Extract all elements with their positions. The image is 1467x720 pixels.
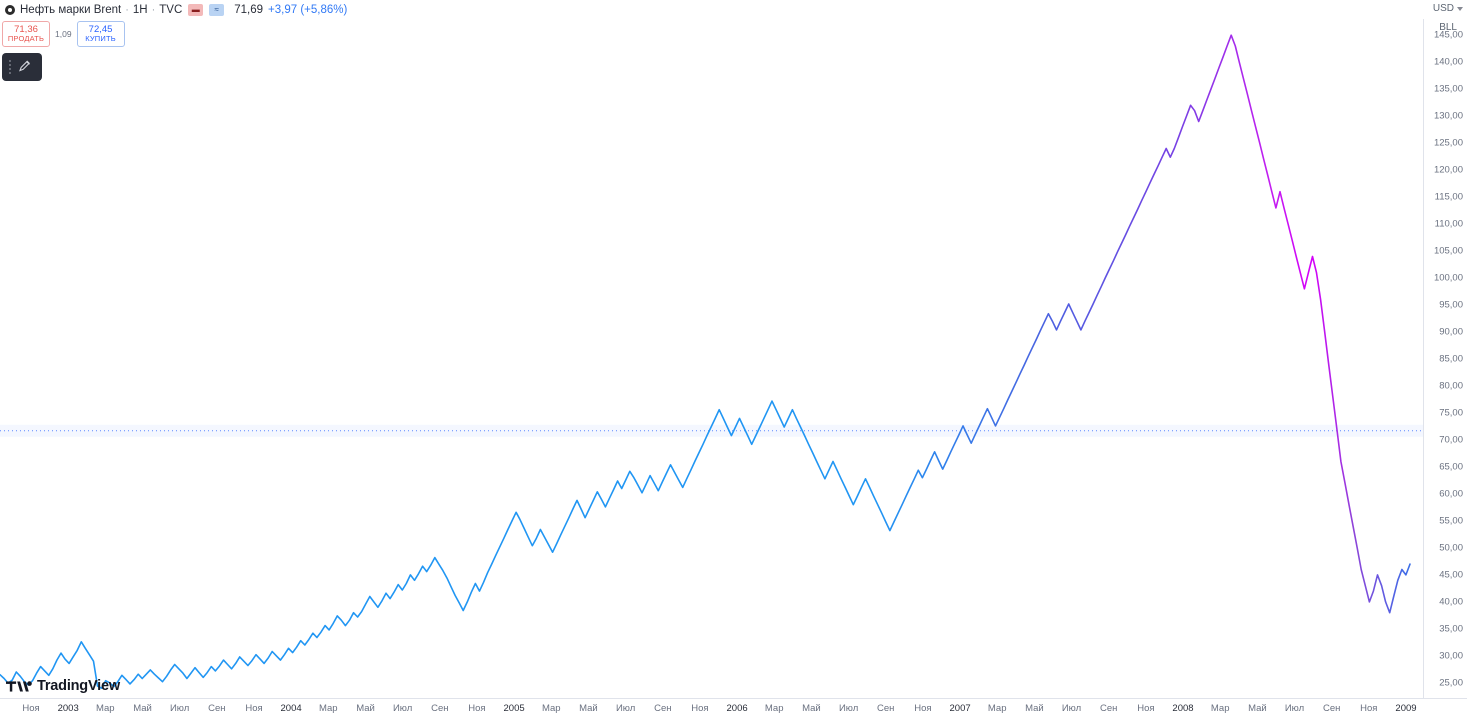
chart-plot-area[interactable] <box>0 19 1424 699</box>
buy-button[interactable]: 72,45 КУПИТЬ <box>76 21 125 47</box>
price-tick-label: 135,00 <box>1433 83 1463 95</box>
tradingview-logo: TradingView <box>6 678 120 694</box>
timeframe-label[interactable]: 1H <box>132 3 148 16</box>
header-separator-2: · <box>151 3 156 16</box>
time-tick-month-label: Май <box>356 703 375 714</box>
bar-style-icon[interactable]: ▬ <box>188 3 204 16</box>
time-tick-month-label: Ноя <box>914 703 932 714</box>
price-tick-label: 95,00 <box>1439 299 1463 311</box>
time-tick-month-label: Май <box>133 703 152 714</box>
drag-handle-icon[interactable] <box>5 60 15 74</box>
time-tick-month-label: Июл <box>392 703 413 714</box>
sell-label: ПРОДАТЬ <box>7 34 45 44</box>
time-tick-year-label: 2008 <box>1172 703 1194 714</box>
time-tick-month-label: Сен <box>1322 703 1341 714</box>
time-scale-axis[interactable]: Ноя 2003 Мар Май Июл Сен Ноя 2004 Мар Май Июл Сен Но… <box>0 698 1467 720</box>
price-tick-label: 140,00 <box>1433 56 1463 68</box>
price-series-line <box>0 34 1411 689</box>
buy-price: 72,45 <box>88 24 113 36</box>
price-change-value: +3,97 (+5,86%) <box>268 3 348 16</box>
exchange-label[interactable]: TVC <box>159 3 183 16</box>
price-tick-label: 90,00 <box>1439 326 1463 338</box>
symbol-logo-icon <box>5 4 15 15</box>
time-tick-year-label: 2005 <box>503 703 525 714</box>
currency-label[interactable]: USD <box>1432 3 1454 14</box>
symbol-name[interactable]: Нефть марки Brent <box>20 3 122 16</box>
price-tick-label: 25,00 <box>1439 677 1463 689</box>
price-tick-label: 100,00 <box>1433 272 1463 284</box>
time-tick-month-label: Сен <box>208 703 226 714</box>
buy-label: КУПИТЬ <box>85 34 116 44</box>
time-tick-month-label: Мар <box>96 703 115 714</box>
price-tick-label: 70,00 <box>1439 434 1463 446</box>
price-tick-label: 80,00 <box>1439 380 1463 392</box>
last-price-value: 71,69 <box>234 3 264 16</box>
price-tick-label: 120,00 <box>1433 164 1463 176</box>
price-tick-label: 65,00 <box>1439 461 1463 473</box>
price-tick-label: 55,00 <box>1439 515 1463 527</box>
time-tick-month-label: Июл <box>169 703 190 714</box>
time-tick-month-label: Май <box>579 703 598 714</box>
time-tick-year-label: 2003 <box>57 703 79 714</box>
unit-label: BLL <box>1439 22 1457 33</box>
sell-price: 71,36 <box>14 24 38 36</box>
time-tick-month-label: Июл <box>1061 703 1082 714</box>
chevron-down-icon[interactable] <box>1457 6 1463 11</box>
time-tick-month-label: Сен <box>431 703 449 714</box>
time-tick-month-label: Мар <box>542 703 561 714</box>
price-tick-label: 75,00 <box>1439 407 1463 419</box>
price-tick-label: 60,00 <box>1439 488 1463 500</box>
spread-value: 1,09 <box>55 29 72 39</box>
pencil-icon[interactable] <box>17 58 33 77</box>
time-tick-year-label: 2006 <box>726 703 748 714</box>
price-line-chart <box>0 34 1424 689</box>
price-tick-label: 125,00 <box>1433 137 1463 149</box>
price-tick-label: 45,00 <box>1439 569 1463 581</box>
time-tick-month-label: Сен <box>654 703 672 714</box>
time-tick-month-label: Мар <box>1210 703 1230 714</box>
time-tick-month-label: Ноя <box>1137 703 1155 714</box>
time-tick-month-label: Ноя <box>1360 703 1378 714</box>
time-tick-month-label: Мар <box>764 703 784 714</box>
time-tick-month-label: Май <box>1248 703 1267 714</box>
sell-button[interactable]: 71,36 ПРОДАТЬ <box>2 21 50 47</box>
currency-unit-group: USD <box>1433 3 1463 14</box>
tradingview-wordmark: TradingView <box>37 678 120 694</box>
price-tick-label: 35,00 <box>1439 623 1463 635</box>
line-style-icon[interactable]: ≈ <box>209 3 225 16</box>
price-tick-label: 30,00 <box>1439 650 1463 662</box>
drawing-toolbar-tab[interactable] <box>2 53 42 81</box>
price-tick-label: 50,00 <box>1439 542 1463 554</box>
price-tick-label: 105,00 <box>1433 245 1463 257</box>
header-separator-1: · <box>125 3 129 16</box>
price-tick-label: 130,00 <box>1433 110 1463 122</box>
price-tick-label: 145,00 <box>1433 29 1463 41</box>
time-tick-month-label: Июл <box>1284 703 1305 714</box>
time-tick-month-label: Сен <box>876 703 895 714</box>
time-tick-month-label: Май <box>802 703 821 714</box>
tradingview-mark-icon <box>6 680 32 692</box>
price-tick-label: 40,00 <box>1439 596 1463 608</box>
time-tick-month-label: Ноя <box>468 703 486 714</box>
time-tick-month-label: Июл <box>615 703 636 714</box>
time-tick-month-label: Июл <box>838 703 859 714</box>
time-tick-month-label: Мар <box>987 703 1007 714</box>
time-tick-year-label: 2004 <box>280 703 302 714</box>
time-tick-month-label: Ноя <box>245 703 263 714</box>
time-tick-month-label: Ноя <box>22 703 40 714</box>
time-tick-month-label: Ноя <box>691 703 709 714</box>
last-price-horizontal-line <box>0 424 1424 437</box>
price-tick-label: 115,00 <box>1434 191 1463 203</box>
price-tick-label: 85,00 <box>1439 353 1463 365</box>
price-scale-axis[interactable]: 145,00 140,00 135,00 130,00 125,00 120,00 115,… <box>1423 19 1467 699</box>
time-tick-month-label: Мар <box>319 703 338 714</box>
chart-header-toolbar: Нефть марки Brent · 1H · TVC ▬ ≈ 71,69 +… <box>0 0 1467 19</box>
time-tick-year-label: 2007 <box>949 703 971 714</box>
price-tick-label: 110,00 <box>1434 218 1463 230</box>
time-tick-year-label: 2009 <box>1395 703 1417 714</box>
buy-sell-widget: 71,36 ПРОДАТЬ 1,09 72,45 КУПИТЬ <box>2 21 125 47</box>
time-tick-month-label: Сен <box>1099 703 1118 714</box>
time-tick-month-label: Май <box>1025 703 1044 714</box>
